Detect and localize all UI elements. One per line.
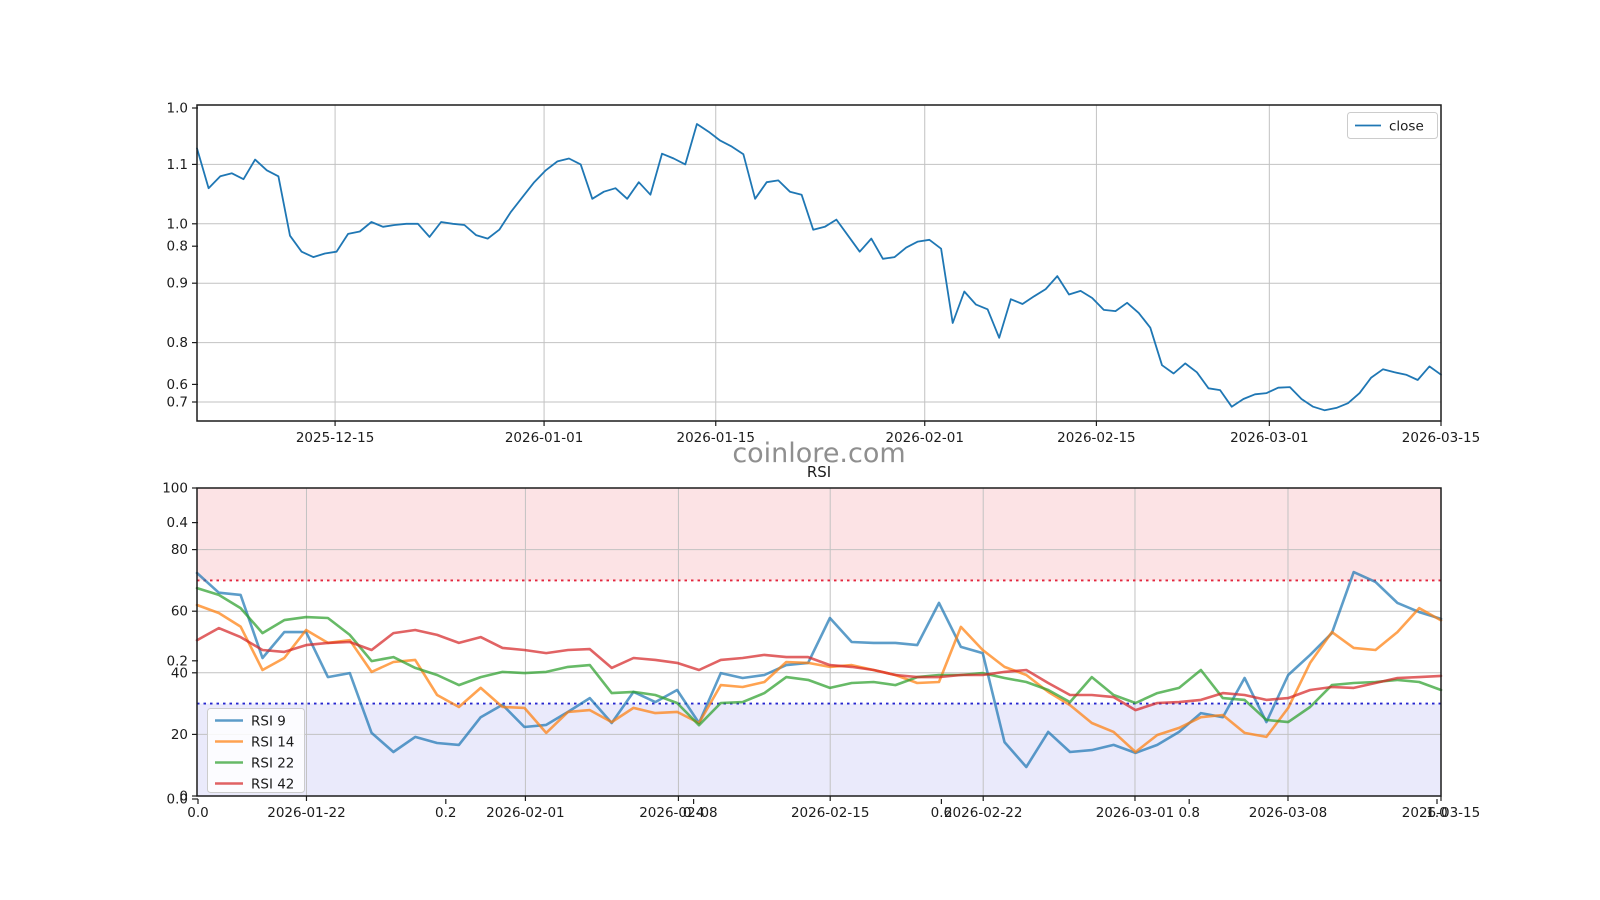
x-tick-label: 2026-01-22 bbox=[267, 805, 345, 821]
ghost-y-tick-label: 0.4 bbox=[167, 515, 188, 531]
rsi-22-line bbox=[195, 586, 1443, 727]
x-tick-label: 2026-02-01 bbox=[486, 805, 564, 821]
x-tick-label: 2026-03-08 bbox=[1249, 805, 1327, 821]
x-tick-label: 2026-02-22 bbox=[944, 805, 1022, 821]
y-tick-label: 80 bbox=[171, 542, 188, 558]
legend-label-rsi-9: RSI 9 bbox=[251, 714, 286, 730]
x-tick-label: 2026-02-15 bbox=[1057, 430, 1135, 446]
ghost-x-tick-label: 0.2 bbox=[435, 805, 456, 821]
y-tick-label: 0 bbox=[179, 789, 188, 805]
y-tick-label: 1.0 bbox=[167, 216, 188, 232]
y-tick-label: 60 bbox=[171, 604, 188, 620]
legend-label-rsi-14: RSI 14 bbox=[251, 735, 294, 751]
x-tick-label: 2026-01-01 bbox=[505, 430, 583, 446]
rsi-panel-title: RSI bbox=[807, 463, 831, 481]
ghost-y-tick-label: 0.8 bbox=[167, 239, 188, 255]
legend-item: RSI 9 bbox=[215, 714, 286, 730]
rsi-9-line bbox=[195, 570, 1443, 769]
ghost-axis-labels: 1.0 0.8 0.6 0.4 0.2 0.00.0 0.2 0.4 0.6 0.8 1.0 bbox=[167, 101, 1448, 822]
watermark: coinlore.com bbox=[732, 438, 905, 469]
x-tick-label: 2026-03-15 bbox=[1402, 805, 1480, 821]
rsi-legend: RSI 9 RSI 14 RSI 22 RSI 42 bbox=[207, 708, 305, 793]
ghost-y-tick-label: 1.0 bbox=[167, 101, 188, 117]
x-tick-label: 2026-03-15 bbox=[1402, 430, 1480, 446]
y-tick-label: 20 bbox=[171, 727, 188, 743]
legend-item: RSI 22 bbox=[215, 756, 294, 772]
legend-box bbox=[207, 708, 305, 793]
legend-label-close: close bbox=[1389, 119, 1424, 135]
x-tick-label: 2026-02-01 bbox=[886, 430, 964, 446]
y-tick-label: 0.7 bbox=[167, 394, 188, 410]
rsi-42-line bbox=[195, 626, 1443, 712]
x-tick-label: 2026-01-15 bbox=[677, 430, 755, 446]
ghost-y-tick-label: 0.0 bbox=[167, 792, 188, 808]
axes-frame bbox=[196, 487, 1442, 797]
oversold-band bbox=[197, 703, 1441, 796]
ghost-x-tick-label: 0.0 bbox=[187, 805, 208, 821]
legend-label-rsi-22: RSI 22 bbox=[251, 756, 294, 772]
overbought-band bbox=[197, 488, 1441, 581]
close-line bbox=[196, 123, 1442, 412]
x-tick-label: 2026-03-01 bbox=[1230, 430, 1308, 446]
ghost-x-tick-label: 1.0 bbox=[1426, 805, 1447, 821]
axes-frame bbox=[196, 104, 1442, 422]
y-tick-label: 0.9 bbox=[167, 276, 188, 292]
rsi-panel: 2026-01-22 2026-02-01 2026-02-08 2026-02-15… bbox=[162, 481, 1480, 822]
legend-box bbox=[1347, 112, 1438, 139]
price-panel: 2025-12-15 2026-01-01 2026-01-15 2026-02-01… bbox=[167, 104, 1480, 446]
legend-item: RSI 14 bbox=[215, 735, 294, 751]
legend-label-rsi-42: RSI 42 bbox=[251, 777, 294, 793]
y-tick-label: 40 bbox=[171, 665, 188, 681]
x-tick-label: 2026-02-08 bbox=[639, 805, 717, 821]
x-tick-label: 2026-02-15 bbox=[791, 805, 869, 821]
x-tick-label: 2026-03-01 bbox=[1096, 805, 1174, 821]
ghost-x-tick-label: 0.8 bbox=[1178, 805, 1199, 821]
y-tick-label: 1.1 bbox=[167, 157, 188, 173]
ghost-y-tick-label: 0.2 bbox=[167, 653, 188, 669]
ghost-y-tick-label: 0.6 bbox=[167, 377, 188, 393]
y-tick-label: 0.8 bbox=[167, 335, 188, 351]
legend-item: RSI 42 bbox=[215, 777, 294, 793]
price-legend: close bbox=[1347, 112, 1438, 139]
x-tick-label: 2025-12-15 bbox=[296, 430, 374, 446]
rsi-14-line bbox=[195, 603, 1443, 754]
ghost-x-tick-label: 0.6 bbox=[931, 805, 952, 821]
y-tick-label: 100 bbox=[162, 481, 188, 497]
ghost-x-tick-label: 0.4 bbox=[683, 805, 704, 821]
